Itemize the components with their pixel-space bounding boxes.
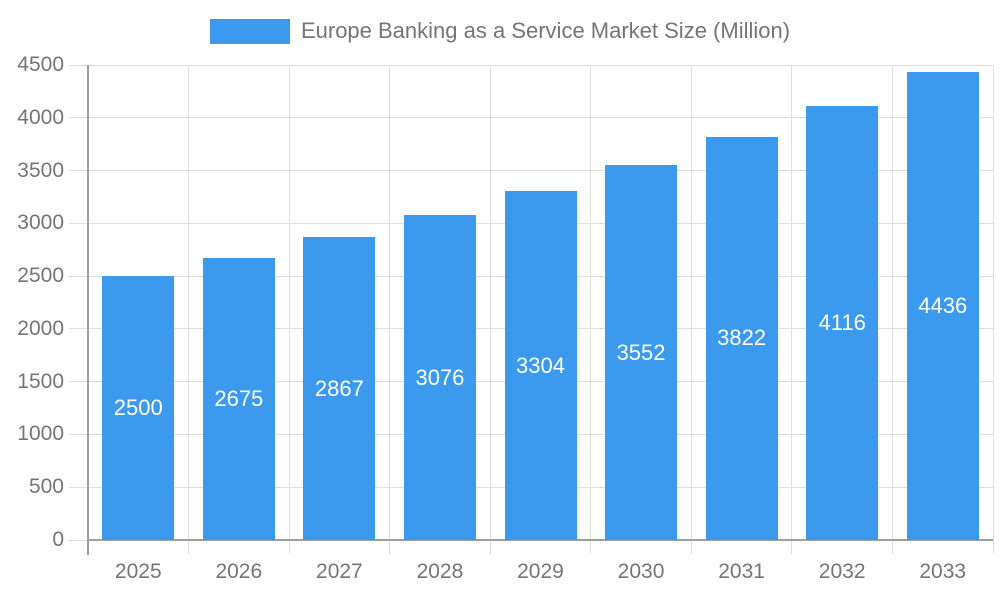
bar-value-label: 2675 [214, 385, 264, 411]
x-axis-label: 2030 [617, 560, 665, 583]
x-axis-label: 2027 [316, 560, 363, 583]
x-gridline [992, 65, 994, 554]
x-gridline [891, 65, 893, 554]
bar[interactable]: 4116 [806, 105, 879, 540]
x-axis-label: 2033 [919, 560, 967, 583]
x-gridline [690, 65, 692, 554]
bar-value-label: 3304 [516, 352, 565, 378]
x-axis-label: 2032 [818, 560, 866, 583]
x-gridline [389, 65, 391, 554]
y-axis-label: 500 [28, 475, 64, 499]
x-axis-line [87, 539, 993, 541]
y-axis-label: 1500 [17, 369, 64, 393]
x-axis-label: 2031 [718, 560, 765, 583]
y-gridline [69, 117, 993, 119]
y-axis-label: 4000 [17, 105, 64, 129]
x-axis-label: 2025 [114, 560, 162, 583]
y-axis-label: 4500 [17, 53, 64, 76]
chart-title: Europe Banking as a Service Market Size … [300, 18, 791, 43]
y-axis-label: 1000 [17, 422, 64, 446]
x-gridline [791, 65, 793, 554]
bar-value-label: 4436 [918, 292, 968, 318]
x-axis-label: 2029 [517, 560, 564, 583]
bar[interactable]: 2867 [303, 237, 376, 540]
bar[interactable]: 3552 [605, 165, 678, 540]
x-gridline [489, 65, 491, 554]
chart-legend[interactable]: Europe Banking as a Service Market Size … [0, 18, 1000, 44]
x-gridline [288, 65, 290, 554]
bar[interactable]: 3822 [705, 136, 778, 540]
y-gridline [69, 64, 993, 66]
x-gridline [590, 65, 592, 554]
bar-value-label: 3822 [717, 325, 767, 351]
legend-swatch [209, 18, 290, 44]
bar-value-label: 2500 [113, 395, 163, 421]
bar-value-label: 4116 [818, 309, 866, 335]
bar-value-label: 3076 [415, 364, 465, 390]
x-gridline [188, 65, 190, 554]
y-axis-line [87, 65, 89, 555]
y-axis-label: 3500 [17, 158, 64, 182]
y-axis-label: 0 [52, 528, 64, 551]
bar-value-label: 2867 [314, 375, 364, 401]
bar[interactable]: 3076 [403, 215, 476, 540]
x-axis-label: 2026 [215, 560, 263, 583]
y-gridline [69, 170, 993, 172]
bar[interactable]: 2500 [102, 276, 175, 540]
x-axis-label: 2028 [416, 560, 464, 583]
bar-value-label: 3552 [616, 339, 666, 365]
bar[interactable]: 2675 [202, 257, 275, 540]
bar[interactable]: 4436 [906, 71, 979, 540]
y-axis-label: 2000 [17, 316, 64, 340]
y-axis-label: 3000 [17, 211, 64, 235]
y-axis-label: 2500 [17, 264, 64, 288]
bar[interactable]: 3304 [504, 191, 577, 540]
